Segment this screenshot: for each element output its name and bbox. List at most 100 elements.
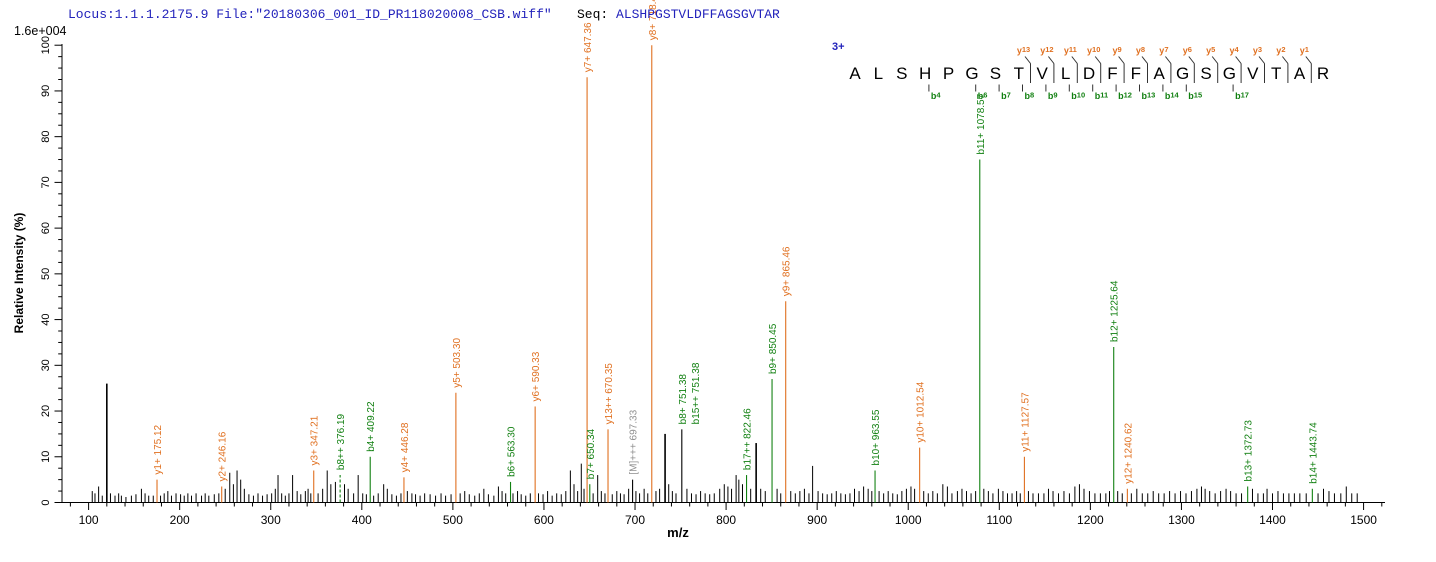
peak-label: y7+ 647.36 <box>583 22 594 72</box>
peak-label: y2+ 246.16 <box>218 431 229 481</box>
sequence-residue: F <box>1131 64 1141 83</box>
x-axis-tick-label: 1500 <box>1350 513 1377 527</box>
x-axis-tick-label: 600 <box>534 513 554 527</box>
peak-label: b13+ 1372.73 <box>1244 420 1255 482</box>
sequence-residue: L <box>1061 64 1070 83</box>
x-axis-tick-label: 300 <box>261 513 281 527</box>
fragment-ion-label: b8 <box>1025 91 1035 102</box>
peak-label: y11+ 1127.57 <box>1020 392 1031 452</box>
fragment-ion-label: y7 <box>1159 45 1168 56</box>
sequence-residue: F <box>1107 64 1117 83</box>
peak-label: b11+ 1078.57 <box>976 93 987 154</box>
sequence-residue: P <box>943 64 954 83</box>
sequence-residue: A <box>1154 64 1166 83</box>
x-axis-tick-label: 400 <box>352 513 372 527</box>
peak-label: b14+ 1443.74 <box>1308 422 1319 484</box>
y-axis-title: Relative Intensity (%) <box>12 213 26 334</box>
peak-label: b10+ 963.55 <box>871 409 882 465</box>
fragment-ion-label: y4 <box>1230 45 1240 56</box>
y-fragment-diagonal <box>1282 56 1289 64</box>
y-axis-tick-label: 80 <box>40 131 52 143</box>
y-fragment-diagonal <box>1094 56 1102 64</box>
sequence-residue: H <box>919 64 931 83</box>
y-axis-tick-label: 0 <box>40 499 52 505</box>
y-axis-tick-label: 10 <box>40 451 52 463</box>
x-axis-tick-label: 100 <box>79 513 99 527</box>
y-fragment-diagonal <box>1024 56 1031 64</box>
x-axis-tick-label: 800 <box>716 513 736 527</box>
fragment-ion-label: b10 <box>1071 91 1085 102</box>
peak-label: b12+ 1225.64 <box>1110 280 1121 342</box>
sequence-header: Seq: ALSHPGSTVLDFFAGSGVTAR <box>577 7 780 22</box>
peak-label: y12+ 1240.62 <box>1123 422 1134 483</box>
fragment-ion-label: y12 <box>1040 45 1053 56</box>
peak-label: y13++ 670.35 <box>604 363 615 425</box>
y-fragment-diagonal <box>1048 56 1055 64</box>
fragment-ion-label: b7 <box>1001 91 1011 102</box>
y-axis-tick-label: 40 <box>40 313 52 325</box>
sequence-residue: L <box>874 64 883 83</box>
peak-label: y1+ 175.12 <box>153 424 164 474</box>
sequence-residue: G <box>965 64 978 83</box>
sequence-residue: T <box>1271 64 1281 83</box>
fragment-ion-label: y2 <box>1276 45 1285 56</box>
sequence-residue: V <box>1037 64 1049 83</box>
fragment-ion-label: y10 <box>1087 45 1100 56</box>
x-axis-tick-label: 1400 <box>1259 513 1286 527</box>
peak-label: b8++ 376.19 <box>336 413 347 470</box>
fragment-ion-label: y11 <box>1064 45 1077 56</box>
fragment-ion-label: b4 <box>931 91 942 102</box>
sequence-residue: S <box>896 64 907 83</box>
fragment-ion-label: b6 <box>978 91 988 102</box>
axis-lines <box>61 44 1385 504</box>
y-axis-tick-label: 50 <box>40 268 52 280</box>
peak-label: [M]+++ 697.33 <box>629 409 640 474</box>
peak-label: b15++ 751.38 <box>691 362 702 424</box>
header: Locus:1.1.1.2175.9 File:"20180306_001_ID… <box>0 7 1436 25</box>
y-axis-tick-label: 70 <box>40 176 52 188</box>
sequence-residue: G <box>1176 64 1189 83</box>
y-axis-tick-label: 100 <box>40 36 52 54</box>
peak-label: b17++ 822.46 <box>743 408 754 470</box>
sequence-residue: A <box>1294 64 1306 83</box>
y-fragment-diagonal <box>1071 56 1078 64</box>
peak-label: b8+ 751.38 <box>678 374 689 425</box>
sequence-residue: R <box>1317 64 1329 83</box>
fragment-ion-label: y8 <box>1136 45 1145 56</box>
peak-label: y3+ 347.21 <box>310 415 321 465</box>
y-fragment-diagonal <box>1141 56 1148 64</box>
locus-file-label: Locus:1.1.1.2175.9 File:"20180306_001_ID… <box>68 7 552 22</box>
peak-label: y10+ 1012.54 <box>916 381 927 442</box>
x-axis-tick-label: 1100 <box>986 513 1012 527</box>
sequence-residue: T <box>1014 64 1024 83</box>
sequence-residue: S <box>1200 64 1211 83</box>
peak-label: y4+ 446.28 <box>400 422 411 472</box>
x-axis-tick-label: 200 <box>170 513 190 527</box>
y-axis-tick-label: 90 <box>40 85 52 97</box>
fragment-ion-label: y5 <box>1206 45 1215 56</box>
precursor-charge-label: 3+ <box>832 41 845 53</box>
sequence-residue: V <box>1247 64 1259 83</box>
x-axis-tick-label: 500 <box>443 513 463 527</box>
fragment-ion-label: b15 <box>1188 91 1202 102</box>
peak-label: y9+ 865.46 <box>782 246 793 296</box>
peak-label: y8+ 718.40 <box>648 0 659 40</box>
y-fragment-diagonal <box>1258 56 1265 64</box>
y-fragment-diagonal <box>1188 56 1195 64</box>
seq-label: Seq: <box>577 7 617 22</box>
peak-label: b9+ 850.45 <box>768 323 779 374</box>
x-axis-tick-label: 700 <box>625 513 645 527</box>
y-fragment-diagonal <box>1305 56 1312 64</box>
fragment-ion-label: y9 <box>1113 45 1122 56</box>
y-fragment-diagonal <box>1118 56 1125 64</box>
sequence-residue: G <box>1223 64 1236 83</box>
y-fragment-diagonal <box>1165 56 1172 64</box>
y-axis-tick-label: 30 <box>40 359 52 371</box>
peak-label: b4+ 409.22 <box>366 401 377 452</box>
x-axis-tick-label: 1300 <box>1168 513 1195 527</box>
x-axis-tick-label: 900 <box>807 513 827 527</box>
fragment-ion-label: b17 <box>1235 91 1249 102</box>
sequence-residue: D <box>1083 64 1095 83</box>
y-axis-tick-label: 60 <box>40 222 52 234</box>
